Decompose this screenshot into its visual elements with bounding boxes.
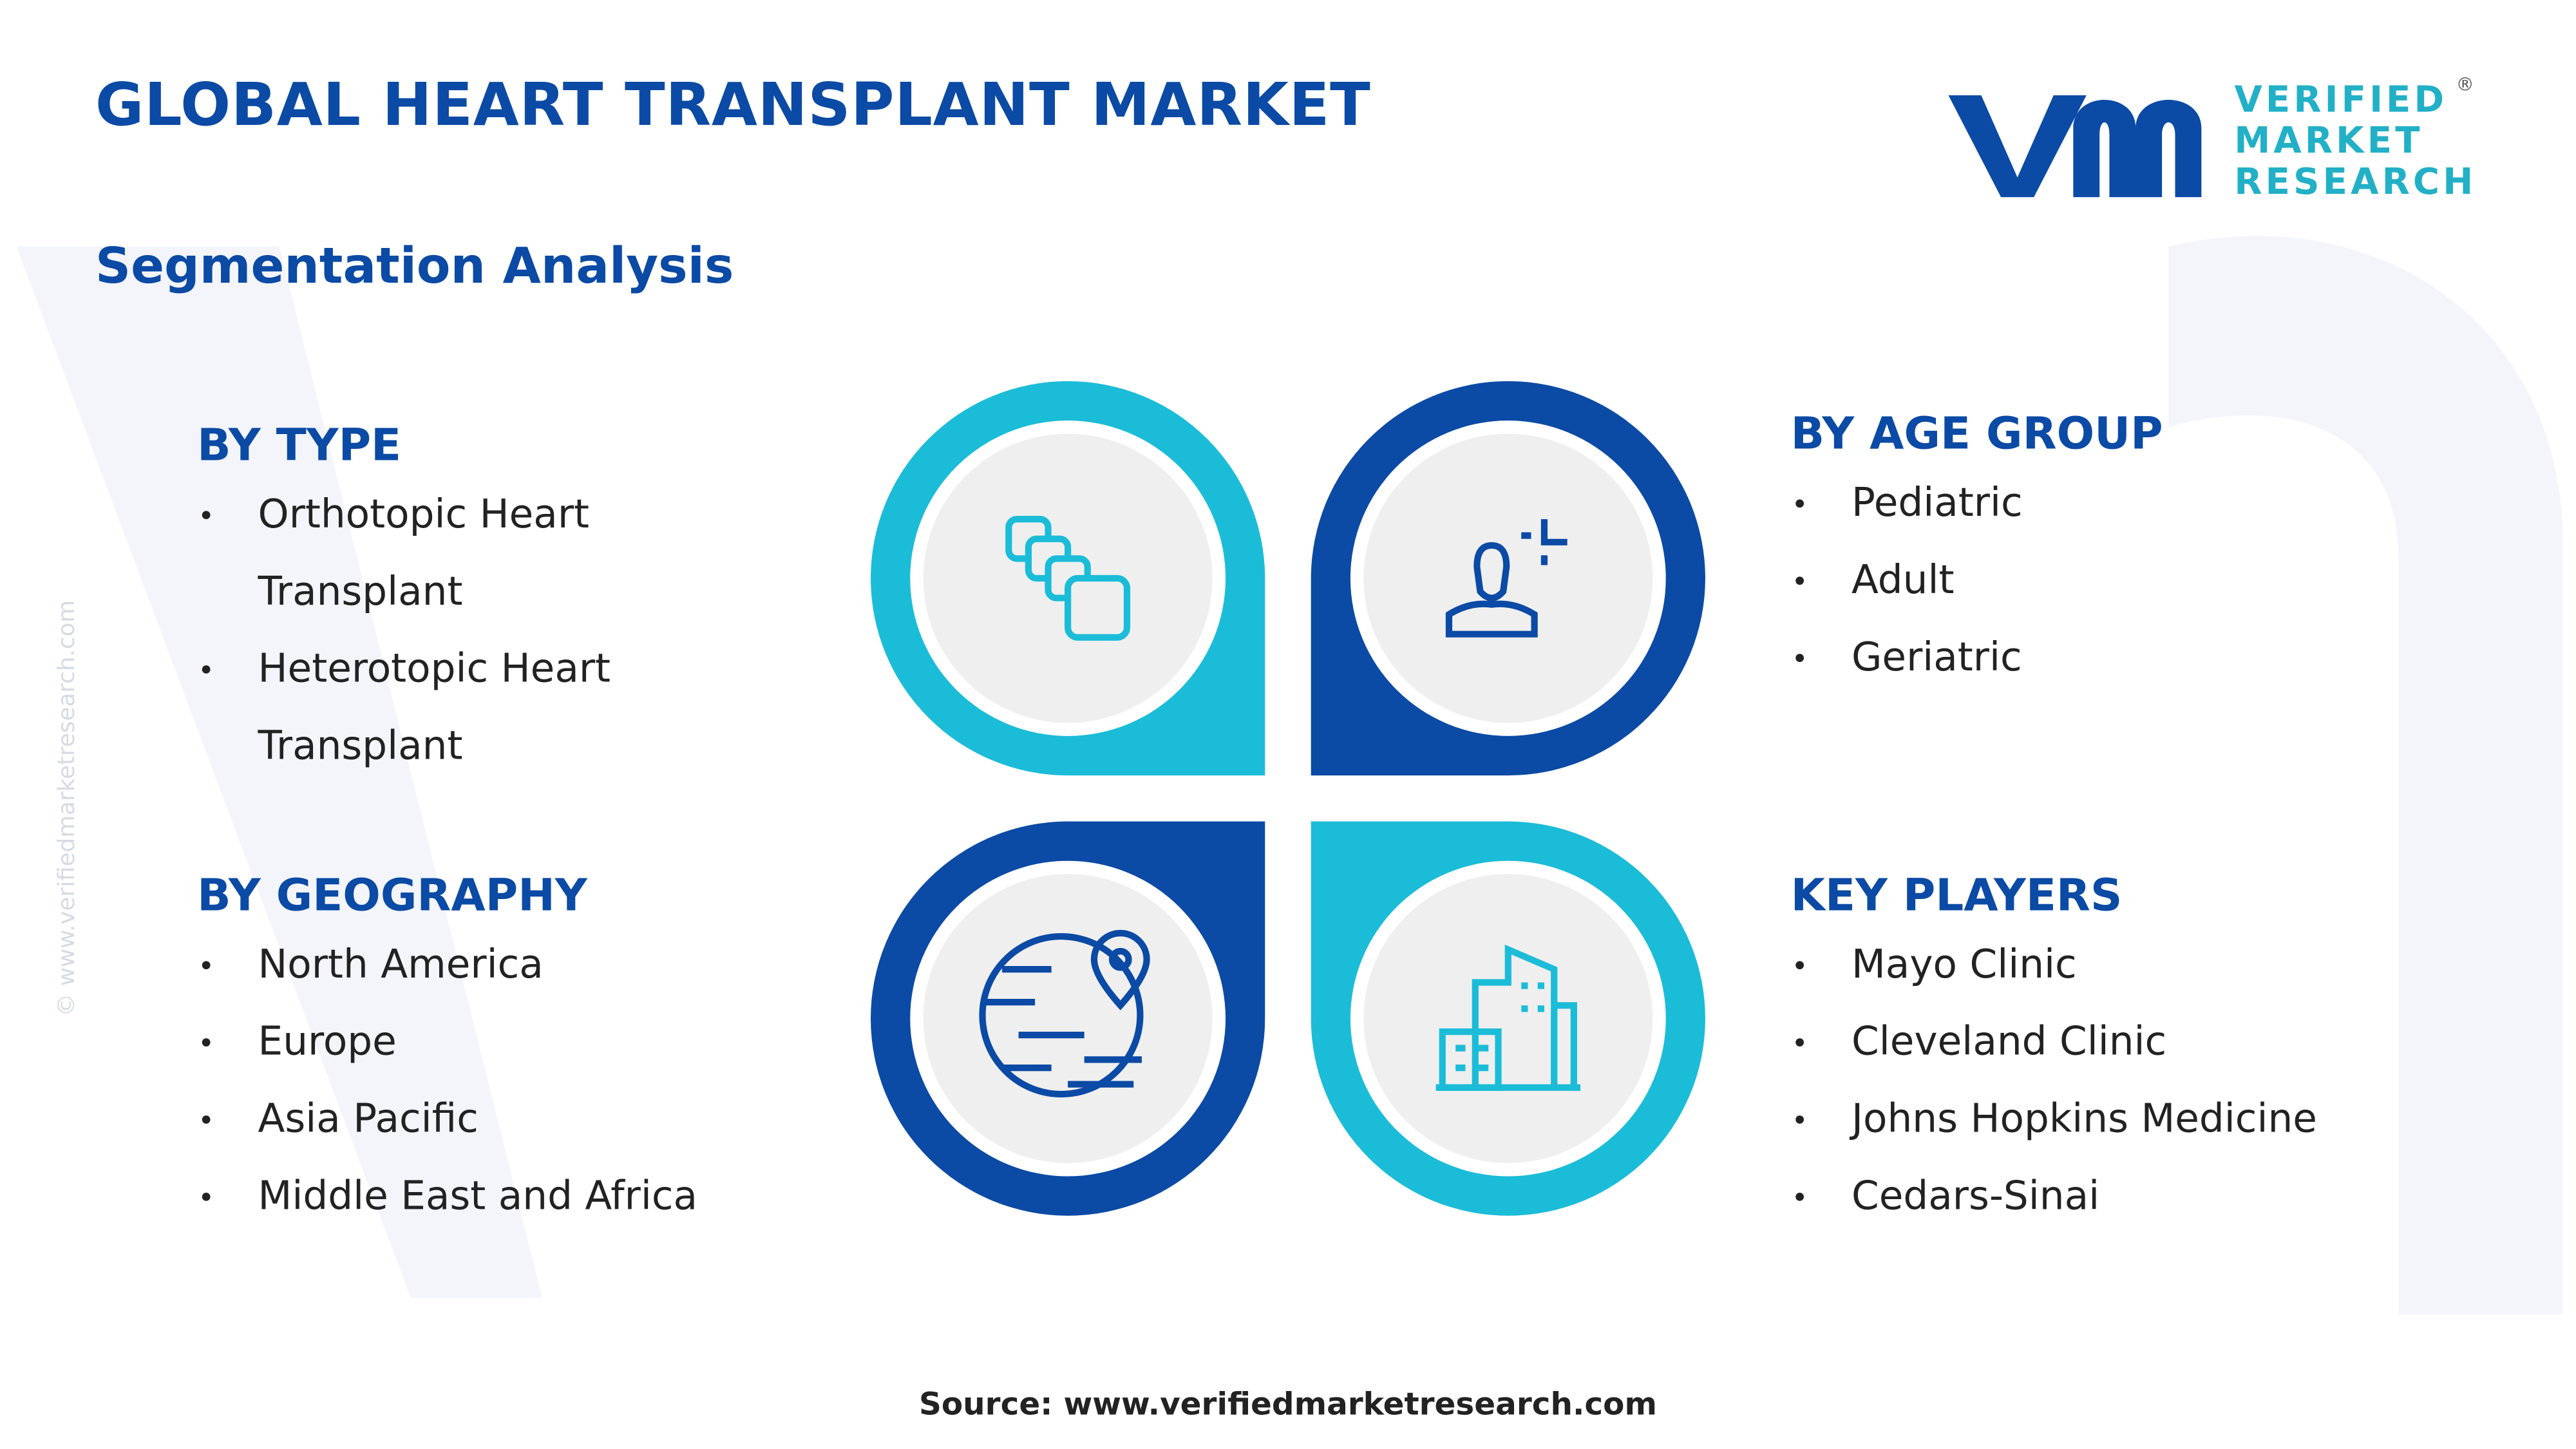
segment-title: BY AGE GROUP [1790, 409, 2163, 460]
segment-item: Cedars-Sinai [1791, 1158, 2448, 1235]
logo-mark [2073, 99, 2202, 198]
quadrant-age [1311, 381, 1705, 776]
segment-item: Cleveland Clinic [1791, 1004, 2448, 1081]
segment-item: Middle East and Africa [197, 1158, 854, 1235]
segment-list: North America Europe Asia Pacific Middle Ea… [197, 927, 854, 1236]
segment-list: Orthotopic Heart Transplant Heterotopic H… [197, 477, 674, 786]
quadrant-geography [871, 821, 1265, 1216]
segment-item: Orthotopic Heart Transplant [197, 477, 674, 631]
bg-watermark [2168, 236, 2563, 1314]
quadrant-players [1311, 821, 1705, 1216]
quadrant-type [871, 381, 1265, 776]
title: GLOBAL HEART TRANSPLANT MARKET [95, 72, 1371, 140]
segment-item: Pediatric [1791, 465, 2448, 542]
segment: BY AGE GROUP Pediatric Adult Geriatric [1791, 409, 2448, 696]
segment: KEY PLAYERS Mayo Clinic Cleveland Clinic Jo… [1791, 871, 2448, 1235]
logo-text: MARKET [2234, 121, 2423, 163]
logo-text: RESEARCH [2234, 162, 2477, 204]
segment-title: BY TYPE [197, 421, 402, 472]
segment: BY GEOGRAPHY North America Europe Asia Paci… [197, 871, 854, 1235]
segment-item: Johns Hopkins Medicine [1791, 1081, 2448, 1159]
logo-mark [1948, 95, 2087, 198]
logo-text: VERIFIED [2234, 80, 2448, 122]
segment-list: Pediatric Adult Geriatric [1791, 465, 2448, 697]
segment-title: BY GEOGRAPHY [197, 871, 587, 922]
watermark: © www.verifiedmarketresearch.com [54, 600, 80, 1017]
segment-item: Adult [1791, 542, 2448, 620]
segment-item: Asia Pacific [197, 1081, 854, 1159]
bg-watermark [16, 246, 542, 1298]
segment-item: Heterotopic Heart Transplant [197, 631, 674, 786]
segment-item: Europe [197, 1004, 854, 1081]
segment-item: Geriatric [1791, 620, 2448, 697]
source: Source: www.verifiedmarketresearch.com [918, 1387, 1657, 1423]
logo-registered: ® [2456, 73, 2474, 95]
subtitle: Segmentation Analysis [95, 238, 734, 296]
segment-item: Mayo Clinic [1791, 927, 2448, 1004]
segment-title: KEY PLAYERS [1790, 871, 2123, 922]
segment-list: Mayo Clinic Cleveland Clinic Johns Hopkins… [1791, 927, 2448, 1236]
segment-item: North America [197, 927, 854, 1004]
segment: BY TYPE Orthotopic Heart Transplant Hetero… [197, 421, 674, 785]
